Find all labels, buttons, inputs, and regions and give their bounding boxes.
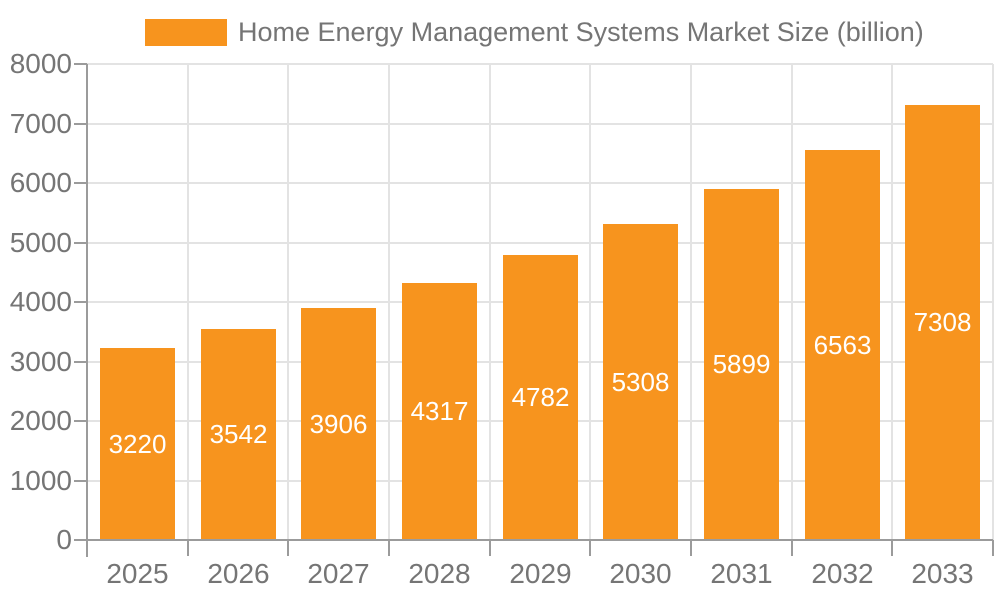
y-axis-tick [74, 122, 87, 125]
x-axis-tick [287, 540, 289, 556]
bar-value-label: 5899 [712, 349, 771, 379]
bar-value-label: 7308 [913, 307, 972, 337]
bar-value-label: 5308 [611, 366, 670, 397]
bar-2030[interactable]: 5308 [603, 224, 678, 540]
plot-area: 3220 3542 3906 4317 4782 5308 5899 6563 7308 [87, 63, 994, 540]
y-axis-tick [74, 182, 87, 184]
x-axis-tick-label: 2025 [106, 558, 169, 589]
bar-value-label: 3220 [108, 428, 167, 459]
x-axis-tick [388, 540, 390, 556]
y-axis-tick [74, 241, 87, 244]
x-axis-tick-label: 2026 [207, 558, 270, 589]
bar-2027[interactable]: 3906 [301, 308, 376, 540]
bar-2026[interactable]: 3542 [201, 329, 276, 540]
x-axis-tick-label: 2029 [509, 558, 572, 589]
x-axis-tick [589, 540, 591, 556]
y-axis-tick-label: 5000 [9, 226, 72, 258]
bar-2033[interactable]: 7308 [905, 105, 980, 540]
x-axis-tick [791, 540, 793, 556]
y-axis-tick [74, 63, 87, 65]
bar-value-label: 4317 [410, 396, 469, 426]
y-axis-tick-label: 7000 [9, 107, 72, 139]
gridline-horizontal [87, 182, 993, 184]
bar-value-label: 4782 [511, 382, 570, 412]
bar-2032[interactable]: 6563 [805, 150, 880, 540]
gridline-horizontal [87, 122, 993, 125]
y-axis-tick-label: 8000 [9, 48, 72, 79]
y-axis-tick [74, 539, 87, 541]
bar-2031[interactable]: 5899 [704, 189, 779, 540]
y-axis-tick-label: 2000 [9, 405, 72, 436]
x-axis-line [87, 539, 993, 541]
gridline-vertical [287, 64, 289, 540]
gridline-vertical [891, 64, 893, 540]
x-axis-tick-label: 2028 [408, 558, 471, 589]
x-axis-tick-label: 2031 [710, 558, 773, 589]
x-axis-tick [187, 540, 189, 556]
gridline-vertical [489, 64, 491, 540]
y-axis-tick-label: 6000 [9, 167, 72, 198]
bar-2025[interactable]: 3220 [100, 348, 175, 540]
x-axis-tick-label: 2027 [307, 558, 370, 589]
legend-label: Home Energy Management Systems Market Si… [238, 16, 924, 47]
gridline-vertical [690, 64, 692, 540]
gridline-vertical [388, 64, 390, 540]
bar-value-label: 6563 [813, 329, 872, 360]
x-axis-tick-label: 2032 [811, 558, 874, 589]
legend-swatch [145, 18, 227, 46]
bar-value-label: 3542 [209, 419, 268, 449]
y-axis-tick [74, 479, 87, 482]
gridline-horizontal [87, 63, 993, 65]
bar-value-label: 3906 [309, 408, 368, 439]
y-axis-tick-label: 4000 [9, 286, 72, 317]
legend[interactable]: Home Energy Management Systems Market Si… [145, 13, 924, 51]
x-axis-tick-label: 2030 [609, 558, 672, 589]
x-axis-tick-label: 2033 [911, 558, 974, 589]
x-axis-tick [891, 540, 893, 556]
x-axis-tick [690, 540, 692, 556]
y-axis-tick [74, 420, 87, 422]
gridline-horizontal [87, 241, 993, 244]
gridline-vertical [589, 64, 591, 540]
x-axis-tick [992, 540, 994, 556]
y-axis-tick-label: 3000 [9, 345, 72, 377]
y-axis-tick-label: 0 [56, 524, 72, 555]
gridline-vertical [187, 64, 189, 540]
y-axis-tick [74, 360, 87, 363]
bar-2028[interactable]: 4317 [402, 283, 477, 540]
y-axis-tick-label: 1000 [9, 464, 72, 496]
y-axis-tick [74, 301, 87, 303]
gridline-vertical [992, 64, 994, 540]
x-axis-tick [86, 540, 88, 556]
y-axis-line [86, 64, 88, 557]
bar-2029[interactable]: 4782 [503, 255, 578, 540]
x-axis-tick [489, 540, 491, 556]
gridline-vertical [791, 64, 793, 540]
